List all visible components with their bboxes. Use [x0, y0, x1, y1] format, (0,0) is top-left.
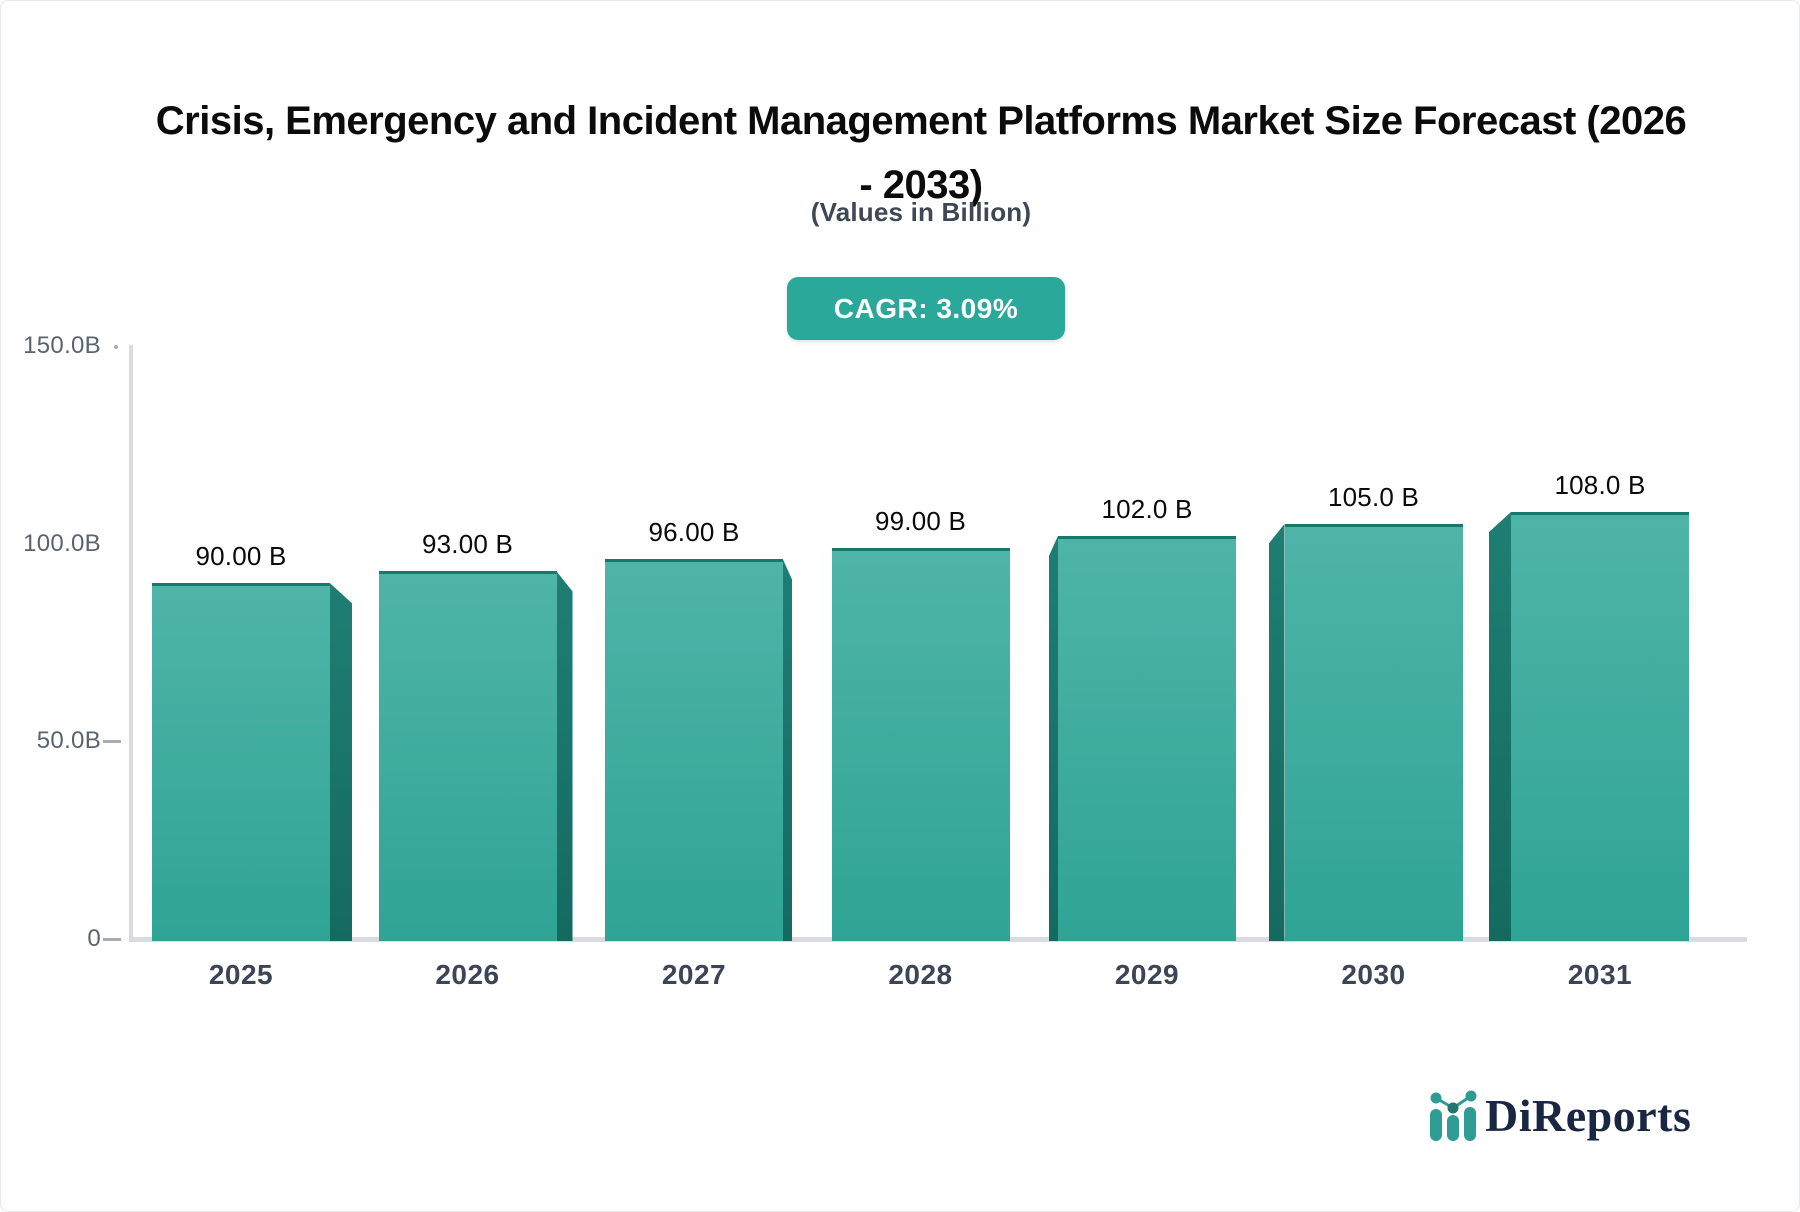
bar-chart-trend-icon — [1430, 1090, 1477, 1141]
bar-2027[interactable] — [605, 559, 783, 941]
y-axis-tick — [103, 938, 121, 941]
bar-value-label-2031: 108.0 B — [1554, 470, 1646, 501]
cagr-badge: CAGR: 3.09% — [787, 277, 1065, 340]
x-axis-label-2028: 2028 — [888, 959, 953, 990]
x-axis-label-2029: 2029 — [1114, 959, 1180, 990]
chart-title-line-1: Crisis, Emergency and Incident Managemen… — [155, 99, 1687, 143]
y-axis-label-0: 0 — [87, 925, 101, 952]
bar-2027-side-face — [783, 559, 792, 941]
chart-subtitle: (Values in Billion) — [810, 197, 1032, 227]
bar-2031[interactable] — [1511, 512, 1689, 941]
y-axis-label-100.0B: 100.0B — [23, 529, 101, 557]
y-axis-label-150.0B: 150.0B — [23, 332, 101, 359]
bar-2025[interactable] — [152, 583, 330, 941]
chart-title: Crisis, Emergency and Incident Managemen… — [101, 89, 1741, 217]
x-axis-label-2027: 2027 — [661, 959, 727, 990]
bar-value-label-2029: 102.0 B — [1101, 493, 1193, 524]
y-axis-tick — [114, 345, 118, 349]
y-axis-line — [129, 345, 133, 941]
bar-2030[interactable] — [1284, 523, 1463, 941]
bar-value-label-2025: 90.00 B — [195, 541, 287, 572]
bar-2026[interactable] — [378, 571, 557, 941]
y-axis-tick — [103, 740, 121, 744]
bar-value-label-2030: 105.0 B — [1327, 481, 1420, 512]
x-axis-label-2031: 2031 — [1567, 959, 1633, 990]
bar-2025-side-face — [330, 583, 352, 941]
chart-title-line-2: - 2033) — [859, 163, 983, 207]
x-axis-label-2026: 2026 — [435, 959, 500, 990]
bar-2031-side-face — [1489, 512, 1511, 941]
bar-2028[interactable] — [831, 547, 1010, 941]
bar-value-label-2027: 96.00 B — [648, 517, 740, 548]
y-axis-label-50.0B: 50.0B — [36, 727, 101, 755]
bar-2029-side-face — [1049, 535, 1058, 941]
logo-text: DiReports — [1485, 1090, 1692, 1141]
bar-value-label-2026: 93.00 B — [421, 529, 514, 560]
bar-2029[interactable] — [1058, 535, 1236, 941]
direports-logo: DiReports — [1429, 1089, 1691, 1141]
bar-2030-side-face — [1268, 523, 1285, 941]
bar-value-label-2028: 99.00 B — [874, 505, 967, 536]
x-axis-label-2025: 2025 — [208, 959, 274, 990]
x-axis-label-2030: 2030 — [1341, 959, 1406, 990]
bar-2026-side-face — [556, 571, 573, 941]
